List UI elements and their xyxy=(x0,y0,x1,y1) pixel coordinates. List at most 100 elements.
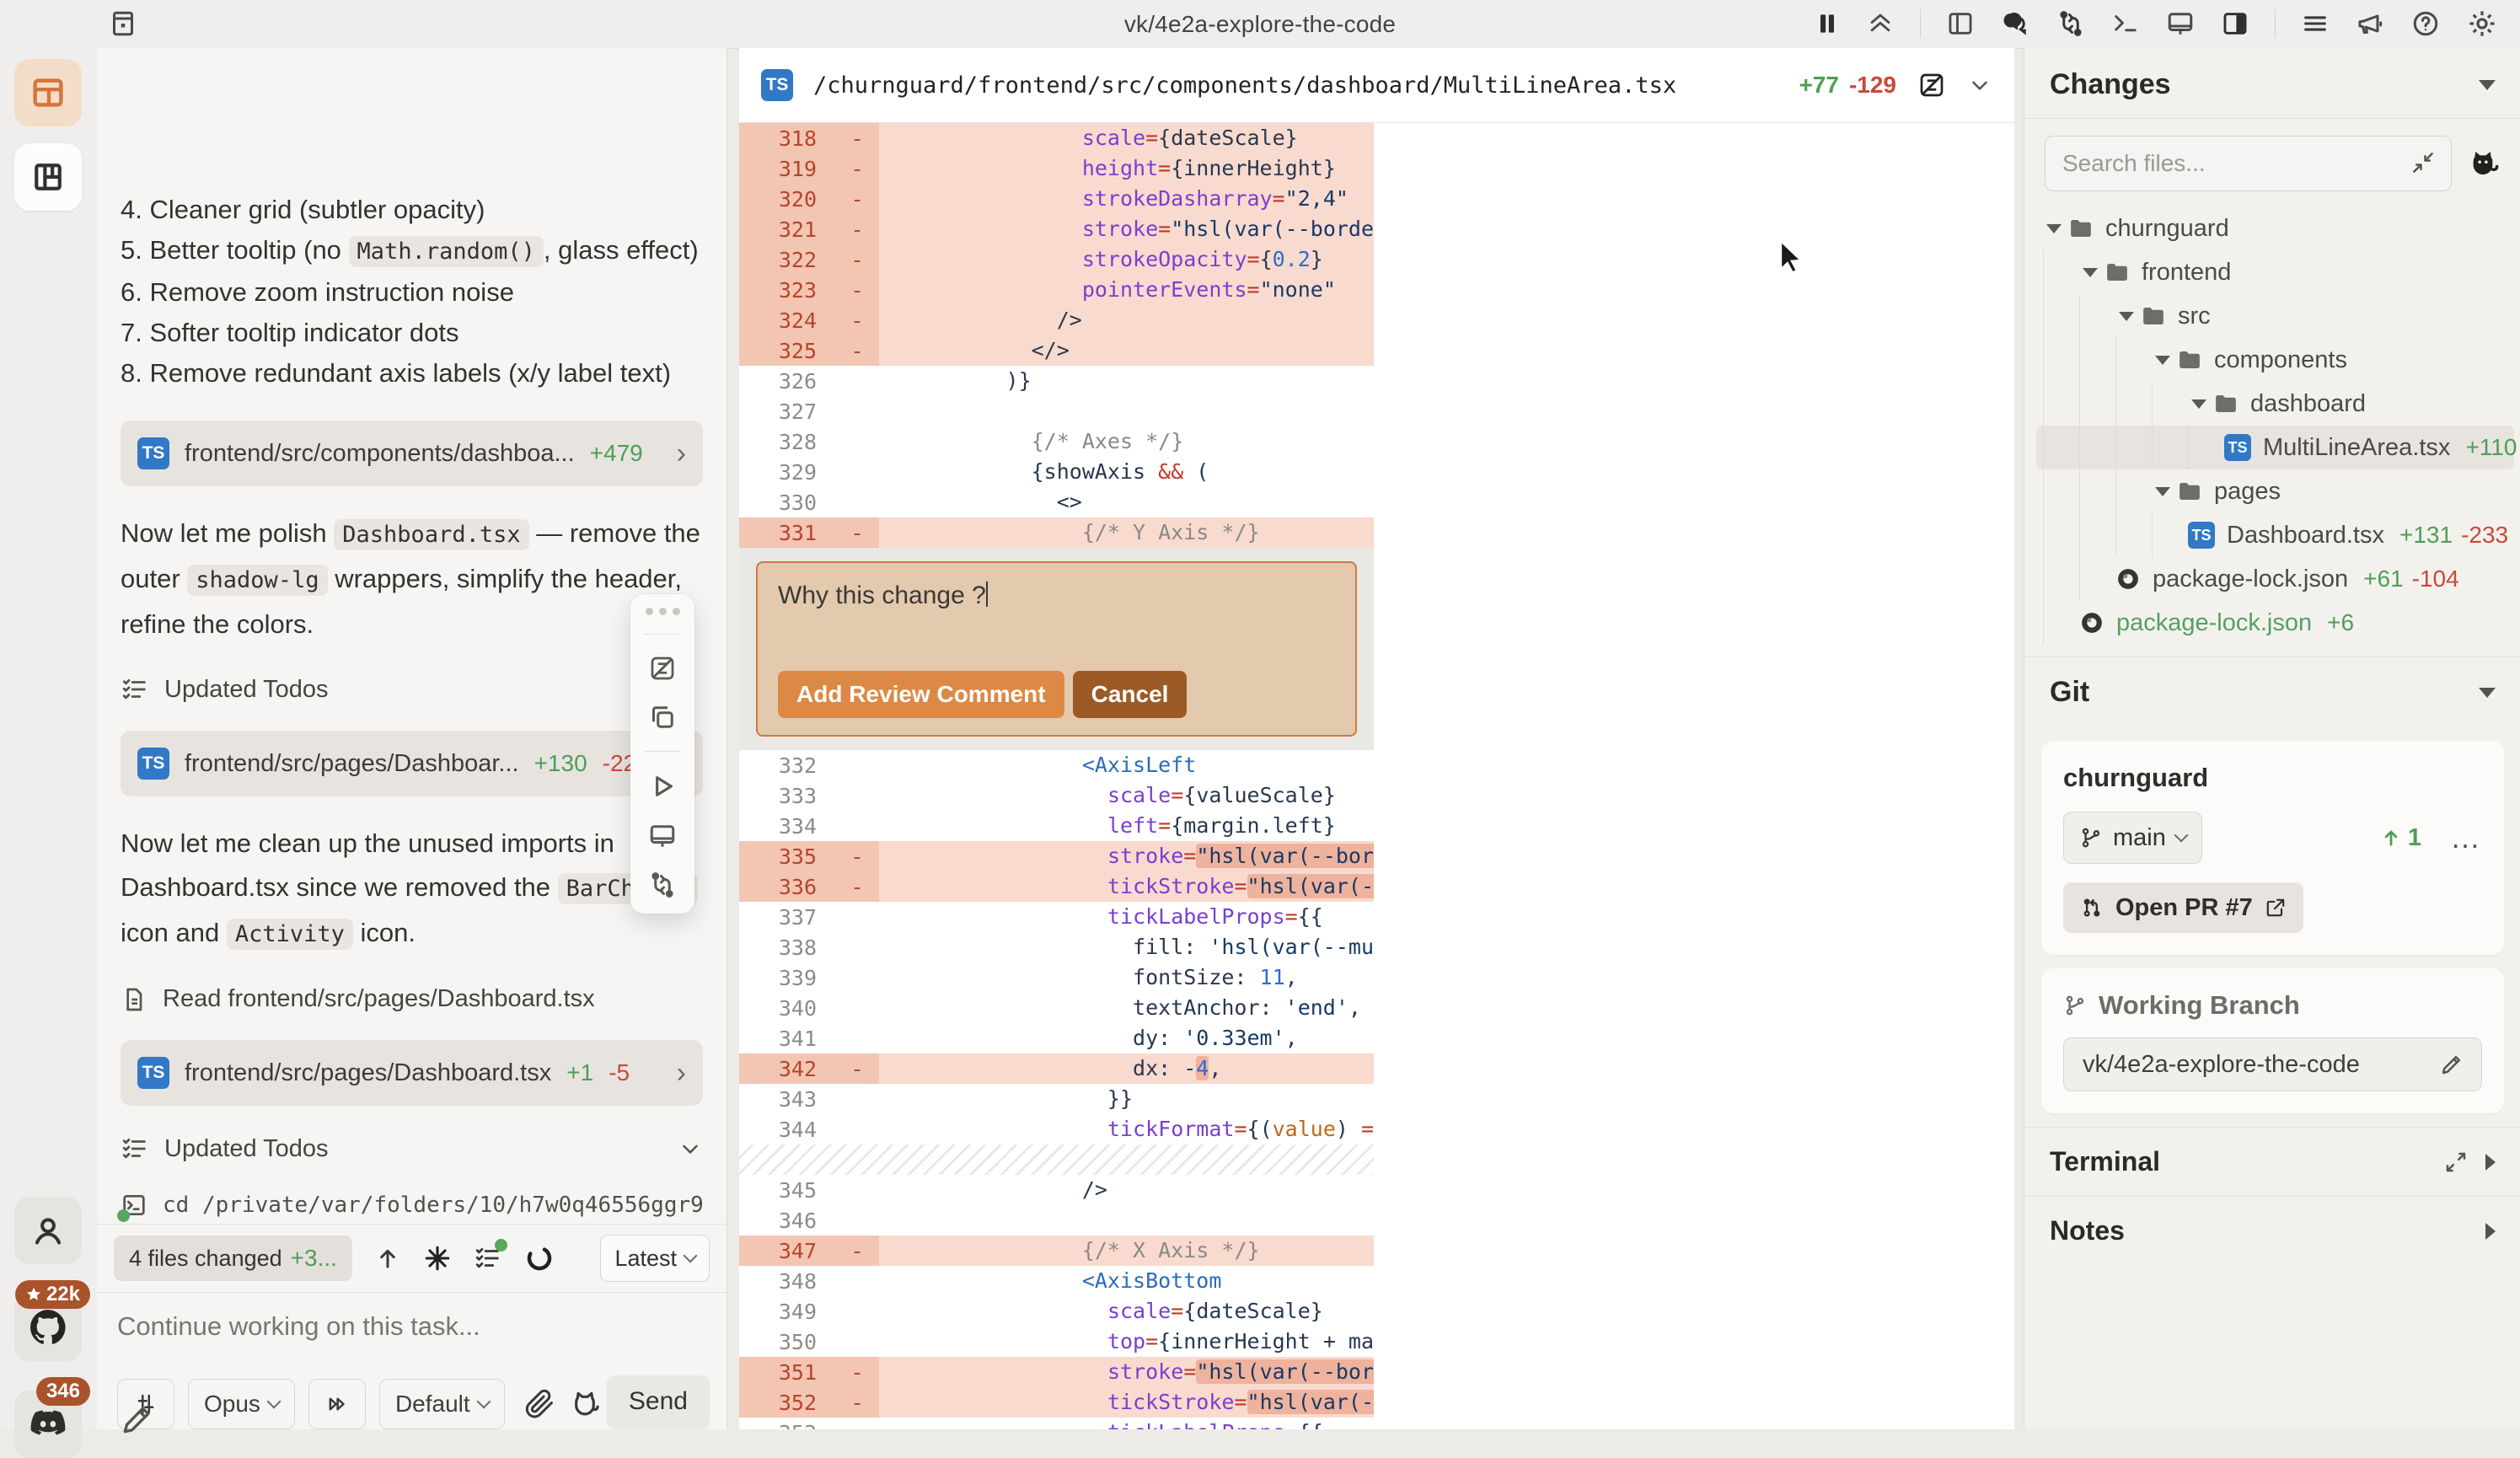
git-section-header[interactable]: Git xyxy=(2024,657,2520,727)
mode-dropdown[interactable]: Default xyxy=(379,1379,505,1429)
git-compare-icon[interactable] xyxy=(2056,8,2086,39)
diff-row: 348 <AxisBottom328 <AxisBottom xyxy=(739,1266,2014,1296)
file-chip-name: frontend/src/components/dashboa... xyxy=(185,440,575,468)
account-button[interactable] xyxy=(14,1197,82,1264)
inline-code: Math.random() xyxy=(349,236,544,267)
add-review-comment-button[interactable]: Add Review Comment xyxy=(778,671,1064,718)
working-branch-field[interactable] xyxy=(2063,1037,2482,1091)
chat-icon[interactable] xyxy=(2000,8,2030,39)
git-compare-icon[interactable] xyxy=(647,870,678,900)
branch-dropdown[interactable]: main xyxy=(2063,812,2202,864)
todo-status-dot xyxy=(495,1239,507,1252)
comment-textarea[interactable]: Why this change ? xyxy=(778,582,1335,662)
collapse-tree-icon[interactable] xyxy=(2410,150,2436,175)
monitor-icon[interactable] xyxy=(2165,8,2196,39)
scroll-top-icon[interactable] xyxy=(374,1245,401,1272)
play-icon[interactable] xyxy=(646,770,678,802)
diff-sign xyxy=(835,1266,879,1296)
tree-folder-src[interactable]: src xyxy=(2036,294,2514,338)
repo-name: churnguard xyxy=(2063,763,2482,793)
model-dropdown[interactable]: Opus xyxy=(188,1379,295,1429)
file-edit-chip[interactable]: TSfrontend/src/pages/Dashboar...+130-22› xyxy=(121,731,703,796)
help-icon[interactable] xyxy=(2410,8,2441,39)
settings-gear-icon[interactable] xyxy=(2466,8,2498,40)
line-number: 328 xyxy=(739,426,835,457)
git-repo-card: churnguard main 1 … Open PR #7 xyxy=(2041,741,2504,955)
attach-icon[interactable] xyxy=(525,1389,555,1419)
tree-file-dashboard-tsx[interactable]: TSDashboard.tsx+131-233 xyxy=(2036,513,2514,557)
terminal-section-header[interactable]: Terminal xyxy=(2024,1127,2520,1196)
files-changed-chip[interactable]: 4 files changed+3... xyxy=(114,1236,352,1281)
tree-folder-components[interactable]: components xyxy=(2036,338,2514,382)
search-input[interactable] xyxy=(2045,150,2383,177)
todo-row[interactable]: Updated Todos xyxy=(121,1134,703,1163)
tree-file-package-lock-json[interactable]: package-lock.json+61-104 xyxy=(2036,557,2514,601)
indent-guide xyxy=(2043,601,2079,645)
composer-input[interactable]: Continue working on this task... xyxy=(97,1293,727,1367)
file-edit-chip[interactable]: TSfrontend/src/pages/Dashboard.tsx+1-5› xyxy=(121,1040,703,1106)
todo-row[interactable]: Updated Todos xyxy=(121,675,703,704)
megaphone-icon[interactable] xyxy=(2355,8,2385,39)
terminal-command-row[interactable]: cd /private/var/folders/10/h7w0q46556ggr… xyxy=(121,1192,703,1219)
diff-line-ctx: 339 fontSize: 11, xyxy=(739,962,1379,993)
diff-line-ctx: 327 xyxy=(739,396,1379,426)
cat-icon[interactable] xyxy=(2465,146,2501,181)
drag-handle-icon[interactable] xyxy=(646,608,680,615)
workspace-tab-active[interactable] xyxy=(14,59,82,126)
diff-body[interactable]: 318- scale={dateScale}319- height={inner… xyxy=(739,123,2014,1429)
tree-folder-dashboard[interactable]: dashboard xyxy=(2036,382,2514,426)
tree-file-package-lock-json[interactable]: package-lock.json+6 xyxy=(2036,601,2514,645)
zed-icon[interactable] xyxy=(647,653,678,683)
expand-icon[interactable] xyxy=(2443,1150,2469,1175)
diff-sign xyxy=(835,426,879,457)
burst-icon[interactable] xyxy=(423,1244,452,1273)
tree-folder-pages[interactable]: pages xyxy=(2036,469,2514,513)
diff-sign xyxy=(835,366,879,396)
diff-sign: - xyxy=(835,123,879,153)
file-diff-counts: +61-104 xyxy=(2363,566,2459,592)
diff-row: 325+ numTicks={5} xyxy=(739,1144,2014,1175)
collapse-all-icon[interactable] xyxy=(1866,9,1895,38)
pause-icon[interactable] xyxy=(1814,10,1841,37)
open-pr-button[interactable]: Open PR #7 xyxy=(2063,882,2303,933)
tree-file-multilinearea-tsx[interactable]: TSMultiLineArea.tsx+110-162 xyxy=(2036,426,2514,469)
review-comment-box[interactable]: Why this change ? Add Review CommentCance… xyxy=(756,561,1357,737)
file-search[interactable] xyxy=(2045,136,2452,191)
chevron-down-icon[interactable] xyxy=(1967,72,1992,98)
changes-toolbar xyxy=(2024,119,2520,198)
file-edit-chip[interactable]: TSfrontend/src/components/dashboa...+479… xyxy=(121,421,703,486)
cat-icon[interactable] xyxy=(569,1388,601,1420)
working-branch-input[interactable] xyxy=(2081,1050,2439,1080)
tree-folder-churnguard[interactable]: churnguard xyxy=(2036,206,2514,250)
fast-forward-button[interactable] xyxy=(308,1379,366,1429)
tool-call-row[interactable]: Read frontend/src/pages/Dashboard.tsx xyxy=(121,985,703,1013)
diff-row: 320- strokeDasharray="2,4" xyxy=(739,184,2014,214)
document-icon xyxy=(121,986,147,1013)
version-dropdown[interactable]: Latest xyxy=(600,1235,710,1282)
panel-left-icon[interactable] xyxy=(1946,9,1975,38)
notes-section-header[interactable]: Notes xyxy=(2024,1196,2520,1265)
github-button[interactable]: 22k xyxy=(14,1294,82,1361)
monitor-icon[interactable] xyxy=(647,821,678,851)
send-button[interactable]: Send xyxy=(607,1375,710,1428)
edit-pencil-icon[interactable] xyxy=(2439,1052,2464,1077)
menu-icon[interactable] xyxy=(2301,9,2330,38)
terminal-icon[interactable] xyxy=(2111,9,2140,38)
discord-button[interactable]: 346 xyxy=(14,1391,82,1458)
code-line: fill: 'hsl(var(--muted xyxy=(879,932,1374,962)
pen-tool-icon[interactable] xyxy=(119,1401,156,1438)
changes-header[interactable]: Changes xyxy=(2024,48,2520,119)
diff-line-del: 321- stroke="hsl(var(--border xyxy=(739,214,1379,244)
ahead-count[interactable]: 1 xyxy=(2379,824,2421,852)
code-line: stroke="hsl(var(--border xyxy=(879,214,1374,244)
diff-mode-icon[interactable] xyxy=(1917,70,1947,100)
diff-row: 329 {showAxis && (310 {showAxis && ( xyxy=(739,457,2014,487)
tree-folder-frontend[interactable]: frontend xyxy=(2036,250,2514,294)
todos-icon[interactable] xyxy=(474,1244,502,1273)
copy-icon[interactable] xyxy=(647,702,678,732)
diff-row: 350 top={innerHeight + margi330 top={inn… xyxy=(739,1327,2014,1357)
workspace-tab[interactable] xyxy=(14,143,82,211)
panel-right-icon[interactable] xyxy=(2221,9,2249,38)
cancel-button[interactable]: Cancel xyxy=(1073,671,1188,718)
more-menu-icon[interactable]: … xyxy=(2450,834,2482,842)
